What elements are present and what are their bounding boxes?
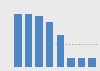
Bar — [25, 14, 32, 67]
Bar — [14, 14, 22, 67]
Bar — [67, 58, 75, 67]
Bar — [57, 35, 64, 67]
Bar — [35, 16, 43, 67]
Bar — [78, 58, 85, 67]
Bar — [88, 58, 96, 67]
Bar — [46, 22, 53, 67]
